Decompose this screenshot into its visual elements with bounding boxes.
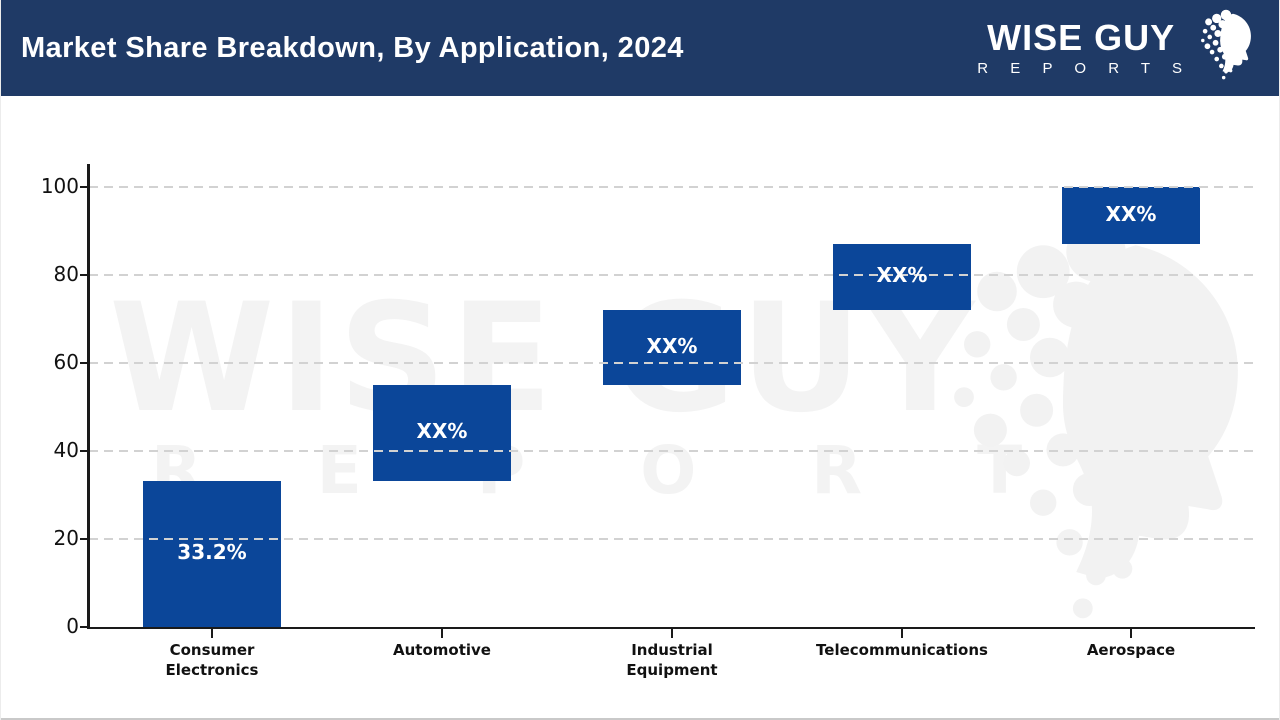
y-tick-mark (80, 538, 89, 540)
y-tick-mark (80, 362, 89, 364)
gridline (89, 538, 1253, 540)
y-tick-label: 60 (53, 350, 79, 374)
x-category-label: Industrial Equipment (626, 641, 718, 680)
bar (603, 310, 741, 385)
page-title: Market Share Breakdown, By Application, … (21, 31, 684, 64)
bar-value-label: XX% (416, 418, 468, 443)
y-tick-mark (80, 450, 89, 452)
bar-value-label: XX% (1105, 201, 1157, 226)
y-axis-line (87, 164, 90, 629)
bar (143, 480, 281, 627)
x-tick-mark (901, 629, 903, 638)
x-tick-mark (441, 629, 443, 638)
x-category-label: Aerospace (1086, 641, 1176, 659)
gridline (89, 362, 1253, 364)
x-axis-line (87, 626, 1255, 629)
watermark-wordmark: WISE GUY (109, 272, 979, 446)
x-tick-mark (1130, 629, 1132, 638)
y-tick-label: 100 (40, 174, 79, 198)
x-tick-mark (671, 629, 673, 638)
brand-logo: WISE GUY R E P O R T S (971, 9, 1255, 87)
gridline (89, 450, 1253, 452)
bar (833, 244, 971, 311)
gridline (89, 274, 1253, 276)
gridline (89, 186, 1253, 188)
y-tick-mark (80, 186, 89, 188)
x-tick-mark (211, 629, 213, 638)
y-tick-mark (80, 274, 89, 276)
bar (373, 385, 511, 481)
bottom-border (1, 718, 1279, 720)
y-tick-label: 80 (53, 262, 79, 286)
logo-wordmark: WISE GUY (987, 17, 1176, 58)
bar-value-label: 33.2% (177, 539, 247, 564)
x-category-label: Consumer Electronics (165, 641, 259, 680)
bar (1062, 187, 1200, 245)
y-tick-mark (80, 626, 89, 628)
y-tick-label: 0 (66, 614, 79, 638)
logo-subtext: R E P O R T S (977, 60, 1191, 77)
header: Market Share Breakdown, By Application, … (1, 0, 1279, 96)
y-tick-label: 20 (53, 526, 79, 550)
y-tick-label: 40 (53, 438, 79, 462)
x-category-label: Telecommunications (816, 641, 988, 659)
x-category-label: Automotive (393, 641, 491, 659)
brand-logo-text: WISE GUY R E P O R T S (971, 17, 1191, 77)
bar-value-label: XX% (646, 333, 698, 358)
bar-value-label: XX% (876, 263, 928, 288)
